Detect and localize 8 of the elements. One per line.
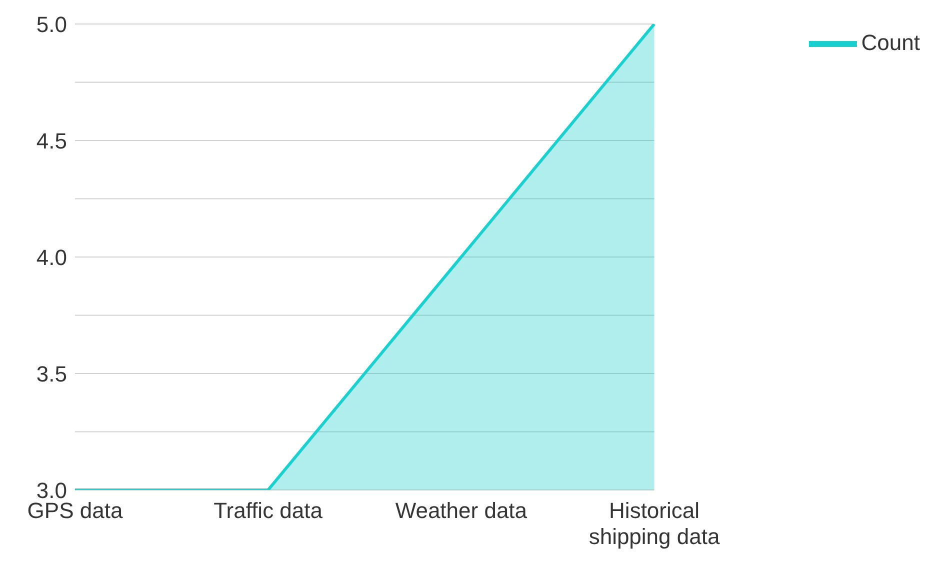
x-tick-label: Weather data — [395, 498, 528, 523]
legend-label: Count — [861, 30, 920, 55]
y-tick-label: 4.5 — [36, 128, 67, 154]
y-tick-label: 5.0 — [36, 12, 67, 37]
x-tick-label: Traffic data — [214, 498, 324, 523]
y-tick-label: 3.5 — [36, 361, 67, 386]
y-tick-label: 4.0 — [36, 244, 67, 270]
x-tick-label: Historical shipping data — [588, 498, 720, 549]
